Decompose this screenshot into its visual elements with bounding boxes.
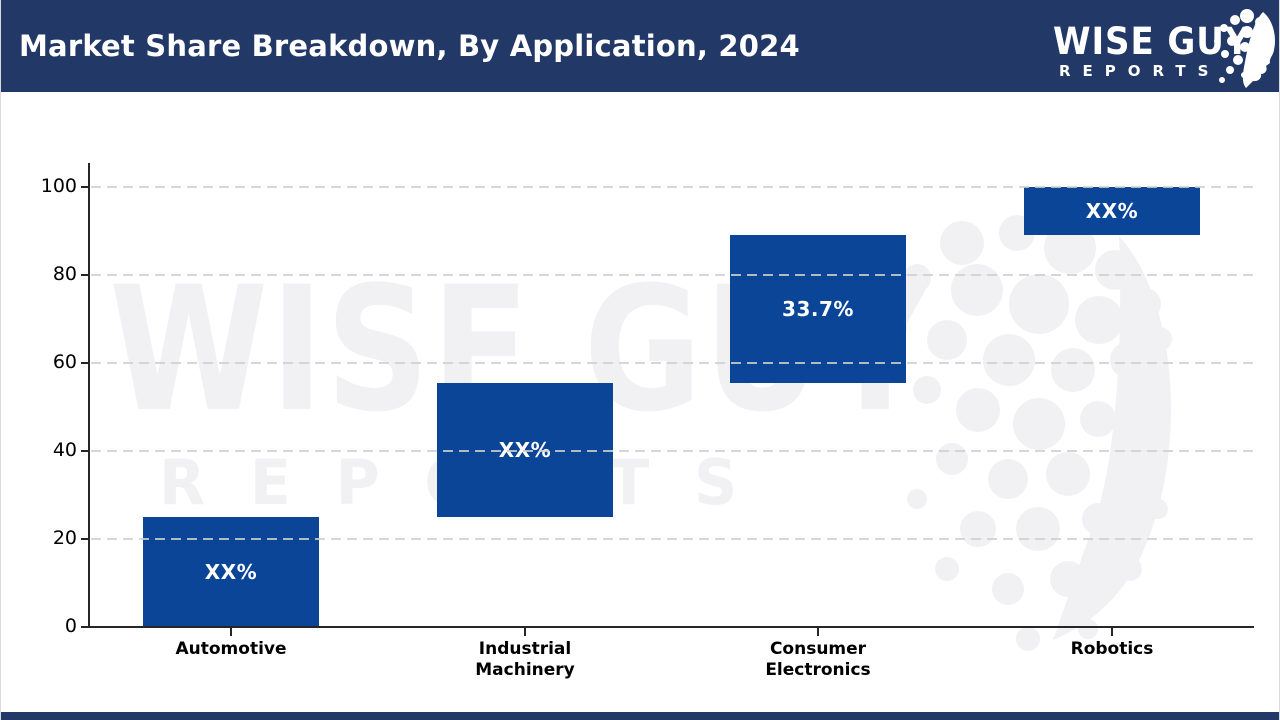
bar-value-label: XX% [498, 437, 552, 462]
brand-logo: WISE GUY REPORTS [1023, 6, 1275, 88]
x-category-label: Robotics [1070, 639, 1154, 659]
y-tick [81, 186, 89, 188]
y-tick-label: 60 [52, 351, 77, 373]
footer-bar [1, 712, 1279, 720]
bar-robotics: XX% [1024, 187, 1200, 235]
y-tick-label: 40 [52, 439, 77, 461]
x-tick [230, 628, 232, 636]
x-tick [524, 628, 526, 636]
logo-reports-text: REPORTS [1059, 62, 1221, 80]
y-tick [81, 362, 89, 364]
y-tick [81, 450, 89, 452]
y-tick-label: 100 [40, 175, 77, 197]
x-category-label: Automotive [175, 639, 287, 659]
bar-value-label: XX% [204, 560, 258, 584]
y-axis-line [88, 163, 90, 628]
bar-value-label: XX% [1085, 198, 1139, 223]
logo-dotted-head-icon [1214, 9, 1275, 88]
bar-automotive: XX% [143, 517, 319, 627]
gridline [91, 538, 1253, 540]
y-tick-label: 80 [52, 263, 77, 285]
gridline [91, 186, 1253, 188]
page-title: Market Share Breakdown, By Application, … [19, 29, 800, 63]
x-tick [1111, 628, 1113, 636]
y-tick-label: 20 [52, 527, 77, 549]
y-tick [81, 274, 89, 276]
y-tick [81, 538, 89, 540]
x-tick [817, 628, 819, 636]
gridline [91, 362, 1253, 364]
bar-industrial-machinery: XX% [437, 382, 613, 517]
bar-value-label: 33.7% [782, 296, 854, 321]
bar-consumer-electronics: 33.7% [730, 234, 906, 383]
gridline [91, 274, 1253, 276]
gridline [91, 450, 1253, 452]
y-tick [81, 626, 89, 628]
x-category-label: Industrial Machinery [475, 639, 575, 680]
x-category-label: Consumer Electronics [765, 639, 871, 680]
x-axis-line [88, 626, 1254, 628]
y-tick-label: 0 [64, 615, 77, 637]
header-bar: Market Share Breakdown, By Application, … [1, 0, 1279, 92]
